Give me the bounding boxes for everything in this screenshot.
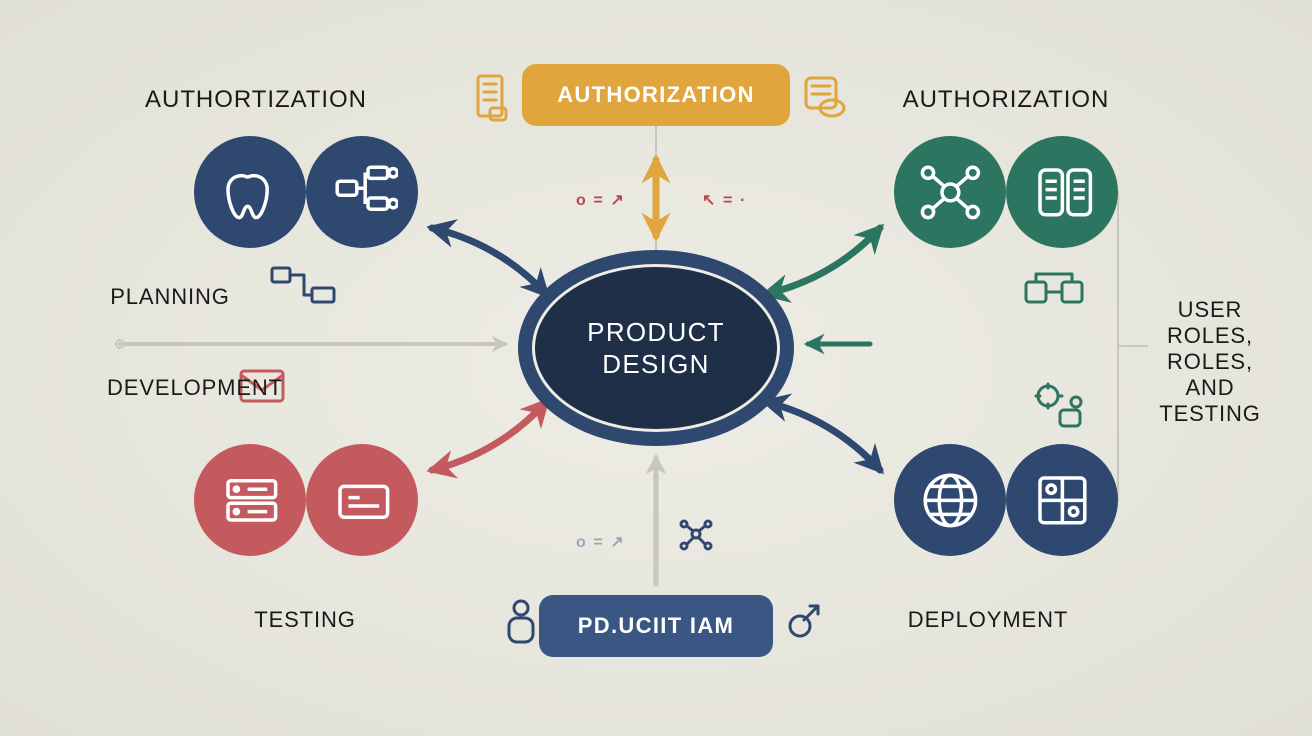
circle-bl-2-icon <box>326 464 399 537</box>
circle-tl-2 <box>306 136 418 248</box>
hub-title-line1: PRODUCT <box>587 317 725 347</box>
building-icon <box>470 70 518 129</box>
mini-network-icon <box>676 516 716 559</box>
circle-tr-2 <box>1006 136 1118 248</box>
person-icon <box>504 598 538 651</box>
circle-bl-1 <box>194 444 306 556</box>
circle-tr-2-icon <box>1026 156 1099 229</box>
label-deployment: DEPLOYMENT <box>908 607 1068 633</box>
label-development: DEVELOPMENT <box>107 375 283 401</box>
circle-br-2 <box>1006 444 1118 556</box>
label-right-block: USER ROLES, ROLES, AND TESTING <box>1159 297 1261 427</box>
document-pill-icon <box>800 74 850 127</box>
person-icon-icon <box>504 598 538 646</box>
circle-bl-2 <box>306 444 418 556</box>
hub-title: PRODUCT DESIGN <box>587 316 725 381</box>
hub-title-line2: DESIGN <box>602 349 709 379</box>
circle-tr-1-icon <box>914 156 987 229</box>
circle-bl-1-icon <box>214 464 287 537</box>
circle-tl-2-icon <box>326 156 399 229</box>
launch-icon-icon <box>784 598 824 642</box>
link-boxes-icon <box>1022 268 1086 313</box>
gear-cluster-icon <box>1030 380 1086 437</box>
decor-symbols-3: o = ↗ <box>576 532 625 552</box>
hub: PRODUCT DESIGN <box>518 250 794 446</box>
label-planning: PLANNING <box>110 284 230 310</box>
label-testing: TESTING <box>254 607 356 633</box>
flow-small-icon-icon <box>268 264 338 308</box>
decor-symbols-2: ↖ = · <box>702 190 747 210</box>
pill-top-authorization: AUTHORIZATION <box>522 64 790 126</box>
flow-small-icon <box>268 264 338 313</box>
link-boxes-icon-icon <box>1022 268 1086 308</box>
circle-tl-1-icon <box>214 156 287 229</box>
pill-bottom: PD.UCIIT IAM <box>539 595 773 657</box>
decor-symbols-1: o = ↗ <box>576 190 625 210</box>
circle-br-1 <box>894 444 1006 556</box>
document-pill-icon-icon <box>800 74 850 122</box>
circle-br-2-icon <box>1026 464 1099 537</box>
gear-cluster-icon-icon <box>1030 380 1086 432</box>
label-top-right: AUTHORIZATION <box>903 86 1110 114</box>
diagram-stage: PRODUCT DESIGN AUTHORIZATION PD.UCIIT IA… <box>0 0 1312 736</box>
pill-bottom-label: PD.UCIIT IAM <box>578 613 734 639</box>
launch-icon <box>784 598 824 647</box>
circle-br-1-icon <box>914 464 987 537</box>
label-top-left: AUTHORTIZATION <box>145 86 367 114</box>
mini-network-icon-icon <box>676 516 716 554</box>
pill-top-label: AUTHORIZATION <box>557 82 755 108</box>
circle-tr-1 <box>894 136 1006 248</box>
circle-tl-1 <box>194 136 306 248</box>
building-icon-icon <box>470 70 518 124</box>
